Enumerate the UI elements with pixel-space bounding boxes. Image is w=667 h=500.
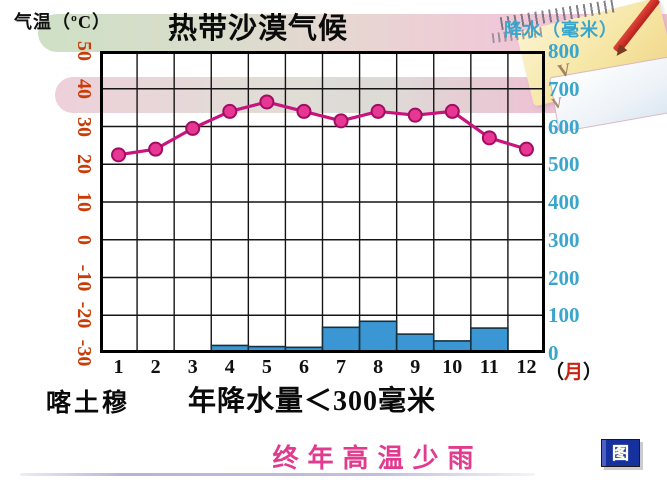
precipitation-tick-800: 800 xyxy=(548,39,580,63)
precipitation-tick-300: 300 xyxy=(548,227,580,252)
climate-chart-plot xyxy=(100,51,545,353)
precipitation-tick-500: 500 xyxy=(548,152,580,177)
month-label-6: 6 xyxy=(298,356,309,378)
month-label-12: 12 xyxy=(516,356,537,378)
temperature-tick-30: 30 xyxy=(73,116,96,137)
temperature-tick--30: -30 xyxy=(73,339,96,367)
month-label-3: 3 xyxy=(187,356,198,378)
temperature-tick-10: 10 xyxy=(73,192,96,212)
month-label-1: 1 xyxy=(113,356,124,378)
temperature-axis-ticks: 50 40 30 20 10 0 -10 -20 -30 xyxy=(68,41,100,366)
temperature-point-month-7 xyxy=(333,113,349,129)
temperature-point-month-10 xyxy=(444,103,460,119)
temperature-axis-title: 气温（ºC） xyxy=(14,12,111,32)
precipitation-tick-100: 100 xyxy=(548,303,580,328)
climate-summary-text: 终年高温少雨 xyxy=(272,444,483,473)
month-label-11: 11 xyxy=(479,356,499,378)
temperature-tick-50: 50 xyxy=(73,41,96,61)
figure-button[interactable]: 图 xyxy=(601,439,640,467)
month-label-10: 10 xyxy=(442,356,463,378)
temperature-point-month-8 xyxy=(370,103,386,119)
temperature-point-month-9 xyxy=(407,107,423,123)
temperature-point-month-3 xyxy=(185,120,201,136)
temperature-point-month-1 xyxy=(111,147,127,163)
figure-button-label: 图 xyxy=(612,443,629,463)
temperature-tick-40: 40 xyxy=(73,78,96,99)
station-name: 喀土穆 xyxy=(46,390,131,417)
precipitation-tick-600: 600 xyxy=(548,114,580,139)
temperature-point-month-6 xyxy=(296,103,312,119)
temperature-tick-20: 20 xyxy=(73,154,96,175)
precipitation-tick-200: 200 xyxy=(548,265,580,290)
precipitation-axis-ticks: 800 700 600 500 400 300 200 100 0 xyxy=(548,39,598,365)
temperature-point-month-12 xyxy=(518,141,534,157)
month-label-9: 9 xyxy=(410,356,421,378)
annual-precipitation-note: 年降水量＜300毫米 xyxy=(188,386,437,417)
precipitation-axis-title: 降水（毫米） xyxy=(504,20,618,40)
month-unit-paren-open: （ xyxy=(545,362,565,383)
precipitation-bar-month-8 xyxy=(358,320,398,353)
temperature-point-month-4 xyxy=(222,103,238,119)
temperature-tick-0: 0 xyxy=(73,234,96,245)
precipitation-tick-700: 700 xyxy=(548,76,580,101)
temperature-point-month-11 xyxy=(481,130,497,146)
month-label-5: 5 xyxy=(261,356,272,378)
plot-border xyxy=(100,51,545,353)
page-title: 热带沙漠气候 xyxy=(167,13,348,45)
precipitation-bar-month-7 xyxy=(321,326,361,353)
precipitation-tick-0: 0 xyxy=(548,341,559,365)
month-axis-labels: 1 2 3 4 5 6 7 8 9 10 11 12 xyxy=(100,356,545,380)
month-unit-label: （月） xyxy=(545,357,602,384)
month-label-8: 8 xyxy=(373,356,384,378)
month-unit-paren-close: ） xyxy=(583,362,603,383)
temperature-tick--10: -10 xyxy=(73,264,96,291)
bottom-divider xyxy=(20,473,535,476)
precipitation-bar-month-11 xyxy=(470,327,509,353)
month-label-2: 2 xyxy=(150,356,161,378)
temperature-point-month-2 xyxy=(148,141,164,157)
precipitation-tick-400: 400 xyxy=(548,190,580,214)
month-label-7: 7 xyxy=(336,356,347,378)
temperature-tick--20: -20 xyxy=(73,301,96,329)
month-label-4: 4 xyxy=(224,356,235,378)
temperature-point-month-5 xyxy=(259,94,275,110)
month-unit-text: 月 xyxy=(564,362,584,383)
